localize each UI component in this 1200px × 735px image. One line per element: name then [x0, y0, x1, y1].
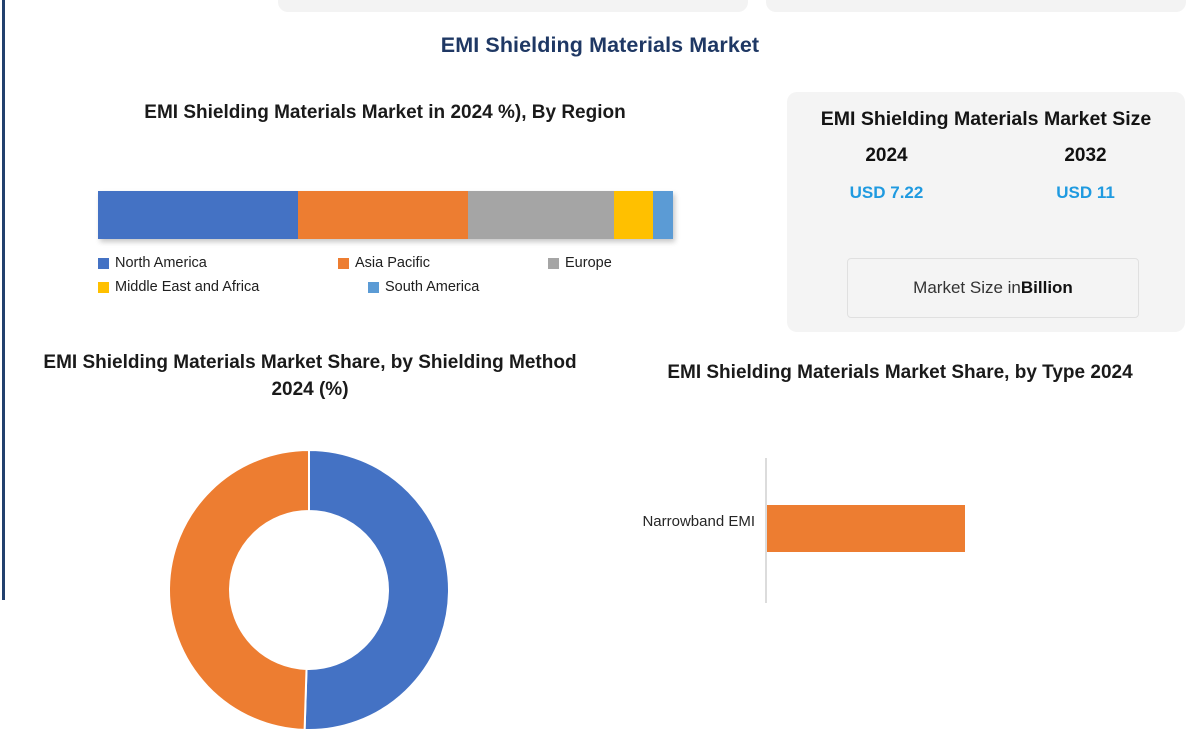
legend-row: Middle East and Africa South America [98, 279, 718, 295]
market-size-end-year: 2032 USD 11 [986, 145, 1185, 203]
legend-row: North America Asia Pacific Europe [98, 255, 718, 271]
market-size-title: EMI Shielding Materials Market Size [820, 108, 1152, 130]
year-value: USD 7.22 [849, 182, 924, 202]
region-chart-title: EMI Shielding Materials Market in 2024 %… [144, 102, 626, 123]
legend-item-asia-pacific: Asia Pacific [338, 255, 548, 271]
page-title: EMI Shielding Materials Market [440, 33, 760, 57]
year-label: 2032 [1064, 144, 1107, 166]
legend-swatch-icon [338, 257, 349, 269]
legend-swatch-icon [98, 281, 109, 293]
donut-segment [168, 448, 310, 731]
year-label: 2024 [865, 144, 908, 166]
legend-item-south-america: South America [368, 279, 479, 295]
legend-swatch-icon [368, 281, 379, 293]
page-left-border [2, 0, 5, 600]
market-unit-prefix: Market Size in [913, 278, 1021, 297]
top-card-right-partial [766, 0, 1186, 12]
market-size-unit-box: Market Size in Billion [847, 258, 1139, 318]
donut-segment [303, 448, 450, 731]
region-chart-legend: North America Asia Pacific Europe Middle… [98, 255, 718, 303]
legend-swatch-icon [548, 257, 559, 269]
type-chart-plot: Narrowband EMI [590, 458, 1190, 608]
type-chart-category-label: Narrowband EMI [642, 513, 755, 530]
legend-label: North America [115, 255, 207, 271]
legend-label: South America [385, 279, 480, 295]
region-bar-segment [298, 191, 469, 239]
type-chart-axis-line [765, 458, 767, 603]
shielding-method-chart-block: EMI Shielding Materials Market Share, by… [20, 350, 600, 731]
region-bar-segment [614, 191, 654, 239]
year-value: USD 11 [1056, 182, 1115, 202]
legend-label: Asia Pacific [355, 255, 430, 271]
donut-svg [168, 448, 450, 731]
market-size-years: 2024 USD 7.22 2032 USD 11 [787, 145, 1185, 203]
market-unit-emphasis: Billion [1020, 278, 1073, 297]
shielding-method-donut [164, 445, 454, 735]
legend-item-middle-east-and-africa: Middle East and Africa [98, 279, 368, 295]
type-chart-bar [767, 505, 965, 552]
type-chart-block: EMI Shielding Materials Market Share, by… [620, 360, 1180, 603]
top-card-left-partial [278, 0, 748, 12]
region-stacked-bar [98, 191, 673, 239]
market-size-panel: EMI Shielding Materials Market Size 2024… [787, 92, 1185, 332]
legend-label: Europe [565, 255, 612, 271]
shielding-method-chart-title: EMI Shielding Materials Market Share, by… [43, 352, 577, 400]
region-bar-segment [468, 191, 615, 239]
legend-item-europe: Europe [548, 255, 612, 271]
legend-label: Middle East and Africa [115, 279, 260, 295]
region-bar-segment [653, 191, 673, 239]
type-chart-title: EMI Shielding Materials Market Share, by… [667, 362, 1133, 383]
legend-item-north-america: North America [98, 255, 338, 271]
market-size-start-year: 2024 USD 7.22 [787, 145, 986, 203]
region-chart-block: EMI Shielding Materials Market in 2024 %… [60, 100, 760, 295]
region-bar-segment [98, 191, 299, 239]
legend-swatch-icon [98, 257, 109, 269]
